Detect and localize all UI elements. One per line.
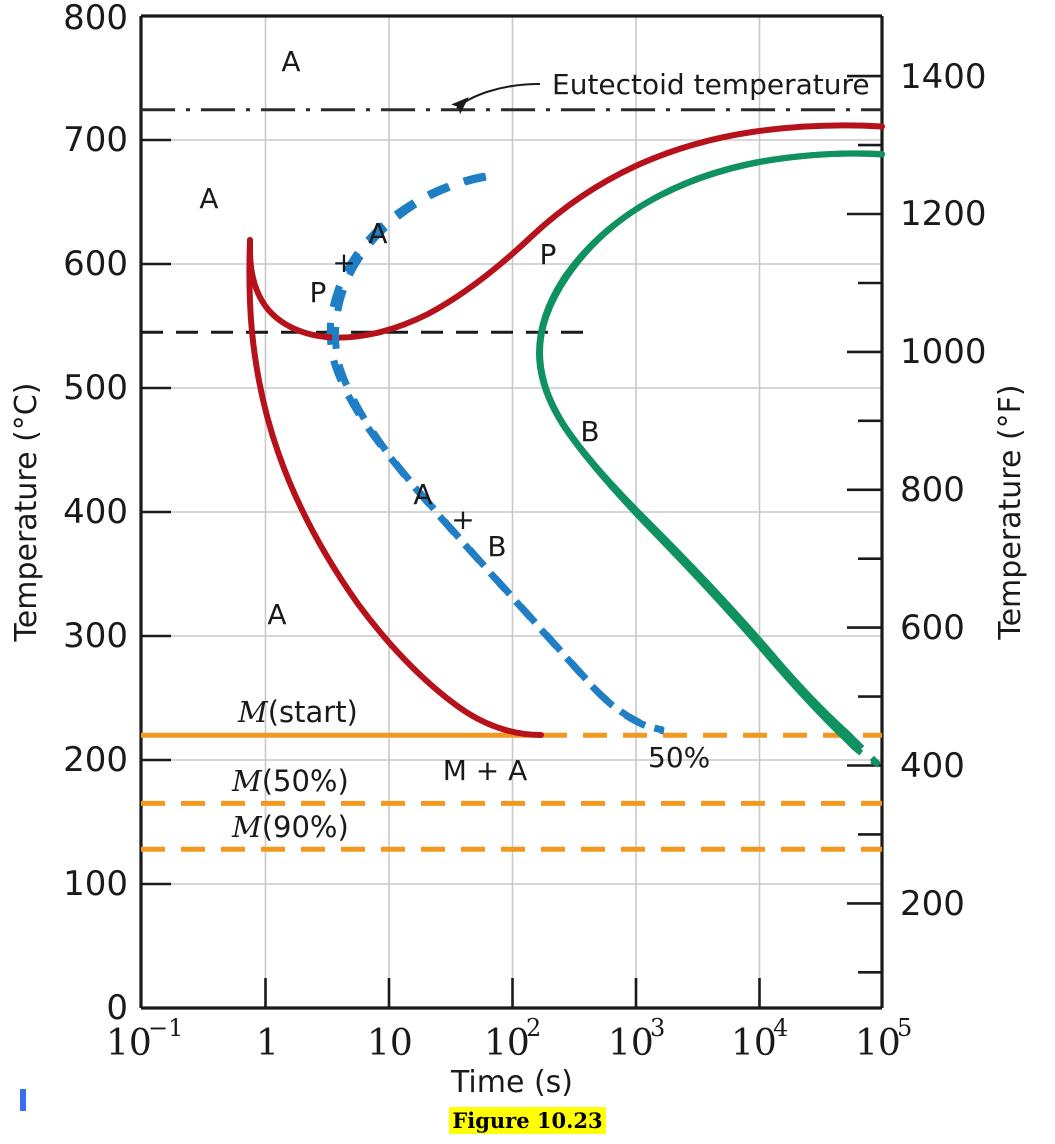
transformation-start-upper-branch [247, 122, 885, 341]
fifty-percent-label: 50% [648, 741, 710, 774]
left-axis-ticks [141, 14, 171, 1010]
ab-label-a: A [413, 478, 432, 511]
y-right-tick-600: 600 [900, 608, 965, 648]
grid-lines [141, 16, 882, 1008]
x-tick-exp-3: 2 [526, 1014, 541, 1042]
ap-label-p: P [310, 276, 327, 309]
x-axis-title: Time (s) [450, 1065, 573, 1100]
y-right-axis-title: Temperature (°F) [993, 384, 1028, 640]
eutectoid-callout-arrow [451, 83, 541, 115]
m-start-italic: M [237, 695, 269, 729]
eutectoid-temperature-label: Eutectoid temperature [552, 68, 870, 101]
m-90-roman: (90%) [262, 810, 349, 844]
ab-label-plus: + [451, 503, 474, 536]
label-austenite-plus-pearlite: A + P [310, 217, 388, 309]
x-tick-exp-4: 3 [650, 1014, 665, 1042]
x-tick-base-2: 10 [367, 1023, 413, 1064]
y-right-tick-1000: 1000 [900, 332, 987, 372]
region-label-austenite-left: A [199, 182, 218, 215]
region-label-austenite-top: A [281, 45, 300, 78]
region-label-bainite: B [580, 415, 599, 448]
transformation-start-lower-branch [246, 237, 544, 738]
x-tick-exp-6: 5 [897, 1014, 912, 1042]
y-left-tick-800: 800 [63, 0, 128, 38]
y-left-tick-300: 300 [63, 616, 128, 656]
ttt-curves [246, 122, 885, 768]
x-tick-base-6: 10 [855, 1023, 901, 1064]
m-90-italic: M [231, 810, 263, 844]
text-cursor-marker [20, 1089, 26, 1111]
transformation-finish-solid [535, 150, 885, 744]
y-left-tick-100: 100 [63, 864, 128, 904]
y-left-tick-500: 500 [63, 368, 128, 408]
martensite-90-label: M(90%) [231, 810, 349, 844]
svg-text:M(start): M(start) [237, 695, 358, 729]
y-right-tick-1400: 1400 [900, 57, 987, 97]
transformation-finish-dashed [845, 738, 881, 768]
ap-label-a: A [368, 217, 387, 250]
y-right-tick-200: 200 [900, 884, 965, 924]
y-right-tick-800: 800 [900, 470, 965, 510]
ab-label-b: B [487, 530, 506, 563]
svg-text:M(90%): M(90%) [231, 810, 349, 844]
right-axis-ticks [847, 74, 882, 974]
y-left-tick-200: 200 [63, 740, 128, 780]
x-tick-exp-5: 4 [773, 1014, 788, 1042]
martensite-start-label: M(start) [237, 695, 358, 729]
m-start-roman: (start) [268, 695, 358, 729]
region-label-pearlite: P [540, 238, 557, 271]
x-tick-base-0: 10 [106, 1023, 152, 1064]
region-label-austenite-lower: A [267, 598, 286, 631]
svg-text:M(50%): M(50%) [231, 764, 349, 798]
ap-label-plus: + [332, 246, 355, 279]
figure-caption: Figure 10.23 [0, 1107, 1055, 1134]
m-50-roman: (50%) [262, 764, 349, 798]
x-tick-base-3: 10 [484, 1023, 530, 1064]
region-label-martensite-plus-austenite: M + A [443, 754, 528, 787]
label-austenite-plus-bainite: A + B [413, 478, 506, 563]
y-left-tick-0: 0 [106, 988, 128, 1028]
x-tick-base-4: 10 [608, 1023, 654, 1064]
figure-caption-text: Figure 10.23 [449, 1107, 606, 1134]
x-tick-base-1: 1 [256, 1023, 279, 1064]
x-axis-tick-labels: 10 −1 1 10 10 2 10 3 10 4 10 5 [106, 1014, 912, 1064]
y-left-tick-400: 400 [63, 492, 128, 532]
m-50-italic: M [231, 764, 263, 798]
transformation-50-curve-line [332, 173, 665, 735]
y-left-axis-title: Temperature (°C) [9, 383, 44, 643]
y-left-tick-600: 600 [63, 244, 128, 284]
x-tick-base-5: 10 [731, 1023, 777, 1064]
bottom-axis-ticks [264, 978, 761, 1008]
y-right-tick-1200: 1200 [900, 194, 987, 234]
y-left-tick-700: 700 [63, 120, 128, 160]
x-tick-exp-0: −1 [148, 1014, 183, 1042]
y-right-tick-400: 400 [900, 746, 965, 786]
martensite-50-label: M(50%) [231, 764, 349, 798]
